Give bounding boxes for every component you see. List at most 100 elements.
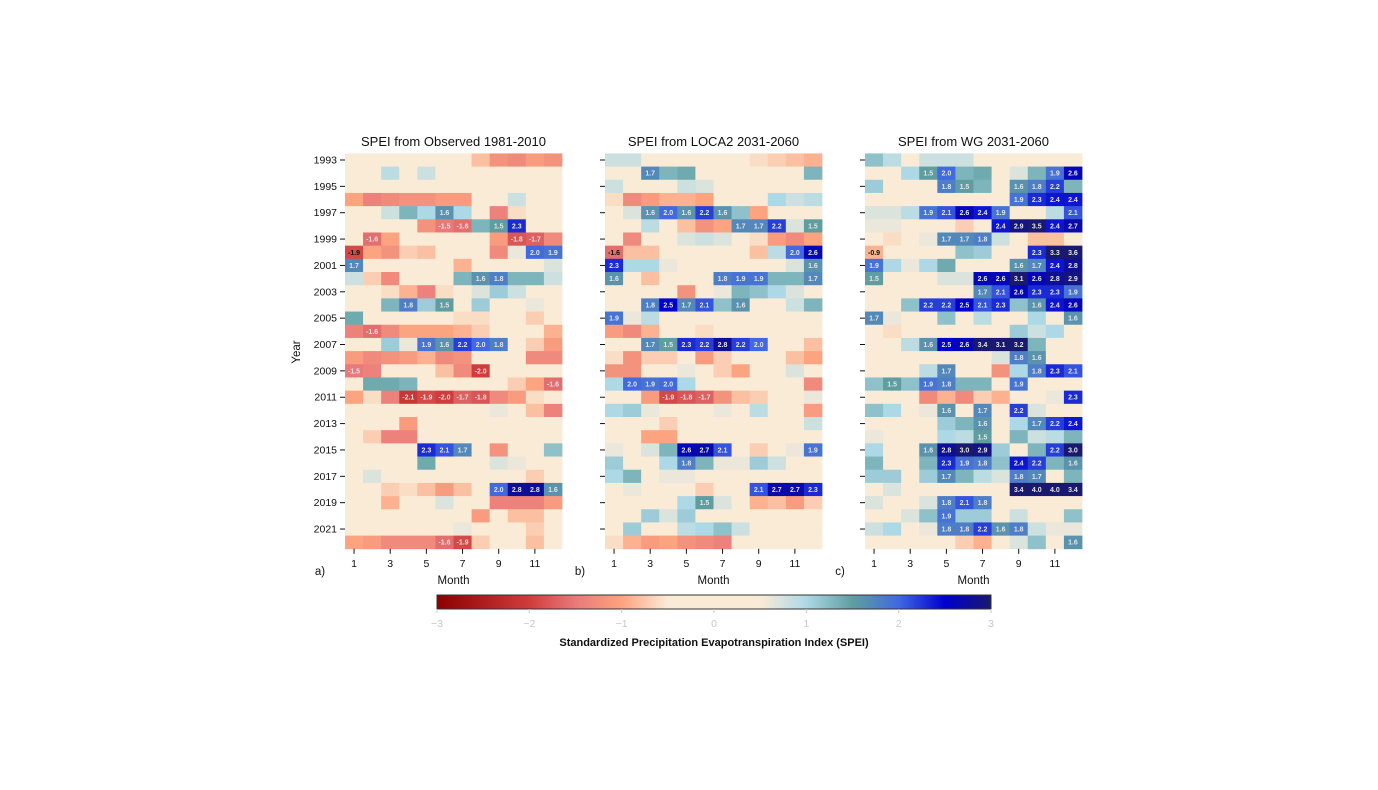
heatmap-cell [453,219,472,233]
heatmap-cell [435,192,454,207]
heatmap-cell [641,298,660,312]
y-tick-label: 2003 [314,286,338,298]
heatmap-cell [865,496,884,510]
heatmap-cell [507,469,527,484]
heatmap-cell [713,443,732,457]
heatmap-cell [883,206,902,220]
heatmap-cell [399,403,418,418]
heatmap-cell [381,272,400,286]
cell-value-label: 1.7 [736,223,746,230]
heatmap-cell [471,417,491,431]
heatmap-cell [1063,390,1083,405]
heatmap-cell [605,482,624,497]
heatmap-cell [489,311,509,326]
cell-value-label: 2.0 [754,342,764,349]
heatmap-cell [749,403,769,418]
heatmap-cell [605,417,624,431]
heatmap-cell [489,206,509,220]
heatmap-cell [973,337,992,352]
heatmap-cell [417,245,436,260]
heatmap-cell [507,522,527,537]
heatmap-cell [507,219,527,233]
heatmap-cell [453,443,472,457]
heatmap-cell [991,430,1011,444]
cell-value-label: 3.0 [960,447,970,454]
heatmap-cell [1027,351,1047,365]
heatmap-cell [345,509,364,523]
heatmap-cell [883,232,902,247]
heatmap-cell [641,179,660,194]
cell-value-label: 2.0 [476,342,486,349]
heatmap-cell [955,153,974,167]
heatmap-cell [749,324,769,339]
heatmap-cell [471,430,491,444]
heatmap-cell [749,522,769,537]
colorbar-tick-label: 0 [711,618,717,630]
heatmap-cell [901,496,920,510]
heatmap-cell [695,364,714,378]
heatmap-cell [543,535,563,550]
heatmap-cell [1063,245,1083,260]
heatmap-cell [803,206,823,220]
heatmap-cell [713,522,732,537]
heatmap-cell [865,245,884,260]
heatmap-cell [785,285,805,299]
heatmap-cell [749,469,769,484]
heatmap-cell [883,166,902,181]
heatmap-cell [731,285,751,299]
cell-value-label: 3.2 [1014,342,1024,349]
heatmap-cell [767,496,787,510]
heatmap-cell [605,351,624,365]
heatmap-cell [381,430,400,444]
heatmap-cell [883,377,902,392]
heatmap-cell [507,482,527,497]
cell-value-label: 1.7 [942,368,952,375]
heatmap-cell [919,417,938,431]
heatmap-cell [363,390,382,405]
cell-value-label: 2.0 [790,250,800,257]
heatmap-cell [677,206,696,220]
heatmap-cell [623,351,642,365]
heatmap-cell [471,456,491,471]
heatmap-cell [785,364,805,378]
heatmap-cell [1027,232,1047,247]
heatmap-cell [991,166,1011,181]
heatmap-cell [785,443,805,457]
heatmap-cell [767,324,787,339]
heatmap-cell [731,245,751,260]
heatmap-cell [1045,166,1065,181]
cell-value-label: 1.9 [1050,171,1060,178]
cell-value-label: 2.2 [458,342,468,349]
cell-value-label: 2.2 [700,342,710,349]
heatmap-cell [1027,272,1047,286]
heatmap-cell [695,192,714,207]
heatmap-cell [865,192,884,207]
cell-value-label: 2.1 [718,447,728,454]
heatmap-cell [973,403,992,418]
heatmap-cell [525,245,545,260]
heatmap-cell [991,482,1011,497]
cell-value-label: 1.6 [718,210,728,217]
heatmap-cell [417,311,436,326]
heatmap-cell [731,403,751,418]
heatmap-cell [543,417,563,431]
heatmap-cell [623,456,642,471]
heatmap-cell [659,206,678,220]
cell-value-label: 1.7 [1032,474,1042,481]
heatmap-cell [865,272,884,286]
heatmap-cell [471,337,491,352]
heatmap-cell [919,377,938,392]
cell-value-label: 1.6 [923,447,933,454]
heatmap-cell [435,496,454,510]
cell-value-label: 2.3 [609,263,619,270]
heatmap-cell [973,496,992,510]
heatmap-cell [641,456,660,471]
heatmap-cell [1045,337,1065,352]
heatmap-cell [641,351,660,365]
cell-value-label: 2.4 [1050,302,1060,309]
heatmap-cell [1027,337,1047,352]
heatmap-cell [381,298,400,312]
cell-value-label: 1.5 [887,382,897,389]
colorbar-tick-label: −3 [431,618,443,630]
heatmap-cell [901,456,920,471]
